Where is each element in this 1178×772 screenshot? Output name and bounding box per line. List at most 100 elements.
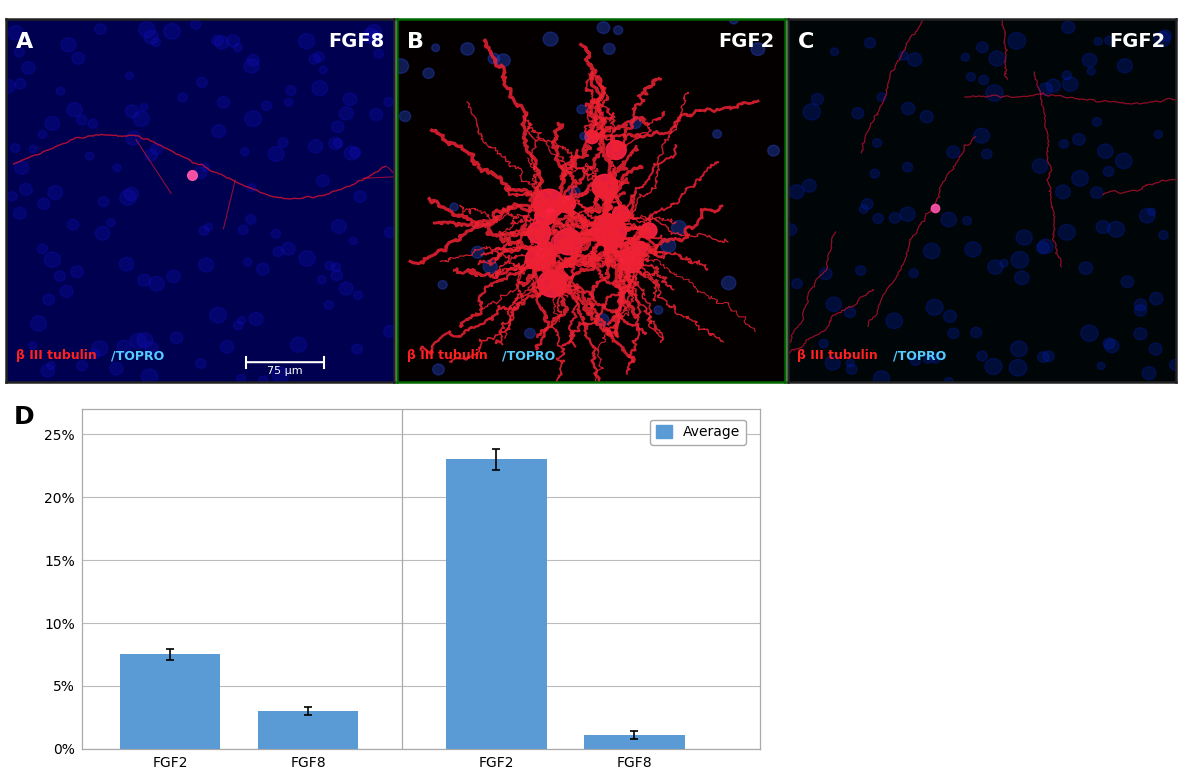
Circle shape [1014, 271, 1030, 285]
Circle shape [1087, 67, 1096, 75]
Circle shape [44, 252, 60, 267]
Circle shape [201, 164, 210, 171]
Circle shape [90, 349, 100, 359]
Circle shape [212, 124, 226, 137]
Circle shape [11, 144, 20, 152]
Circle shape [924, 354, 933, 364]
Circle shape [240, 148, 249, 155]
Circle shape [138, 274, 151, 286]
Circle shape [614, 26, 623, 35]
Circle shape [1118, 59, 1132, 73]
Circle shape [1094, 38, 1103, 46]
Circle shape [859, 205, 868, 213]
Bar [120, 655, 220, 749]
Circle shape [1154, 32, 1170, 47]
Circle shape [368, 31, 380, 43]
Circle shape [205, 223, 212, 231]
Circle shape [14, 47, 25, 57]
Circle shape [286, 86, 296, 96]
Circle shape [845, 307, 855, 317]
Circle shape [199, 258, 213, 272]
Circle shape [344, 146, 359, 161]
Circle shape [1, 80, 15, 93]
Circle shape [948, 328, 959, 338]
Circle shape [317, 276, 326, 284]
Circle shape [1159, 30, 1171, 41]
Circle shape [569, 187, 580, 198]
Circle shape [1147, 208, 1156, 215]
Circle shape [71, 266, 84, 278]
Circle shape [141, 369, 158, 384]
Circle shape [889, 212, 900, 223]
Circle shape [488, 53, 499, 64]
Circle shape [45, 117, 60, 130]
Circle shape [931, 354, 941, 363]
Circle shape [38, 244, 47, 253]
Text: β III tubulin: β III tubulin [406, 349, 488, 362]
Circle shape [244, 59, 259, 73]
Circle shape [802, 179, 816, 192]
Circle shape [247, 184, 256, 191]
Circle shape [852, 107, 863, 119]
Circle shape [278, 137, 289, 147]
Circle shape [20, 184, 32, 195]
Circle shape [1097, 221, 1110, 233]
Circle shape [1170, 359, 1178, 371]
Circle shape [233, 44, 241, 52]
Circle shape [1104, 338, 1114, 349]
Circle shape [826, 297, 841, 311]
Circle shape [8, 25, 24, 40]
Text: β III tubulin: β III tubulin [15, 349, 97, 362]
Circle shape [496, 54, 510, 67]
Bar [446, 459, 547, 749]
Circle shape [7, 191, 18, 201]
Circle shape [528, 222, 550, 243]
Circle shape [226, 35, 239, 47]
Circle shape [926, 300, 944, 315]
Circle shape [42, 294, 54, 305]
Circle shape [981, 149, 992, 159]
Circle shape [130, 334, 146, 349]
Circle shape [247, 55, 259, 66]
Circle shape [560, 196, 576, 212]
Circle shape [577, 105, 587, 113]
Circle shape [271, 229, 280, 238]
Circle shape [1134, 299, 1146, 310]
Circle shape [144, 30, 158, 44]
Circle shape [363, 29, 379, 44]
Circle shape [319, 66, 327, 73]
Circle shape [21, 62, 35, 74]
Circle shape [909, 269, 919, 278]
Circle shape [331, 262, 340, 272]
Circle shape [366, 25, 382, 39]
Circle shape [47, 186, 62, 200]
Circle shape [384, 326, 396, 337]
Text: FGF2: FGF2 [719, 32, 775, 51]
Circle shape [54, 271, 66, 281]
Circle shape [13, 207, 26, 219]
Circle shape [768, 145, 780, 156]
Circle shape [1154, 130, 1163, 138]
Bar [584, 735, 684, 749]
Circle shape [1011, 341, 1027, 357]
Circle shape [966, 73, 975, 81]
Text: /TOPRO: /TOPRO [111, 349, 164, 362]
Circle shape [171, 332, 183, 344]
Text: A: A [15, 32, 33, 52]
Circle shape [309, 140, 323, 153]
Circle shape [1072, 171, 1088, 186]
Text: B: B [406, 32, 424, 52]
Circle shape [901, 103, 915, 115]
Circle shape [671, 221, 687, 235]
Circle shape [603, 43, 615, 54]
Circle shape [1159, 231, 1169, 239]
Circle shape [107, 219, 115, 227]
Circle shape [94, 24, 106, 35]
Circle shape [291, 337, 306, 352]
Circle shape [113, 164, 121, 171]
Circle shape [1063, 71, 1072, 80]
Circle shape [212, 36, 223, 46]
Circle shape [819, 340, 828, 348]
Circle shape [237, 317, 246, 324]
Circle shape [370, 108, 383, 120]
